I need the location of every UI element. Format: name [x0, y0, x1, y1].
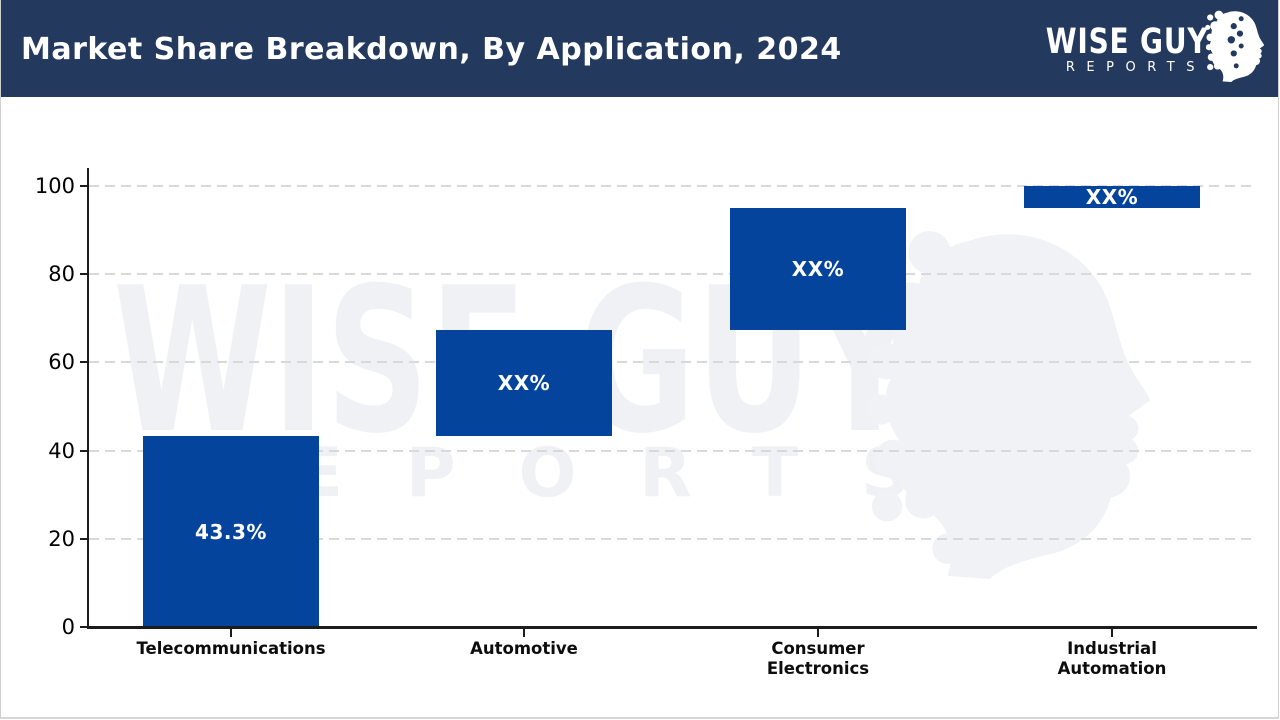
gridline — [89, 185, 1256, 187]
gridline — [89, 537, 1256, 540]
logo-subtitle: REPORTS — [1065, 60, 1206, 75]
x-axis-line — [87, 626, 1257, 629]
gridline — [89, 449, 1256, 452]
y-axis-tick-label: 80 — [48, 262, 75, 287]
y-axis-tick — [80, 626, 88, 628]
x-axis-tick — [230, 629, 232, 637]
bar-value-label: 43.3% — [195, 519, 267, 544]
gridline — [89, 273, 1256, 276]
x-axis-tick — [523, 629, 525, 637]
y-axis-tick-label: 100 — [34, 174, 75, 198]
x-axis-category-label: Consumer Electronics — [766, 639, 870, 678]
y-axis-tick — [80, 185, 88, 187]
wise-guy-logo: WISE GUY REPORTS — [1018, 0, 1268, 97]
bar-value-label: XX% — [1085, 185, 1139, 210]
gridline — [89, 361, 1256, 364]
x-axis-category-label: Telecommunications — [136, 639, 326, 658]
watermark-head-icon — [862, 231, 1151, 579]
y-axis-tick-label: 0 — [61, 615, 75, 639]
bar-value-label: XX% — [497, 370, 551, 395]
header: Market Share Breakdown, By Application, … — [1, 0, 1278, 97]
logo-wordmark: WISE GUY — [1045, 22, 1208, 62]
x-axis-category-label: Industrial Automation — [1057, 639, 1167, 678]
y-axis-line — [87, 168, 89, 628]
y-axis-tick-label: 60 — [48, 350, 75, 375]
y-axis-tick-label: 20 — [48, 526, 75, 551]
bar-segment: XX% — [1024, 185, 1200, 210]
x-axis-tick — [817, 629, 819, 637]
y-axis-tick — [80, 449, 88, 452]
chart-title: Market Share Breakdown, By Application, … — [21, 32, 842, 67]
bar-value-label: XX% — [791, 256, 845, 281]
y-axis-tick — [80, 273, 88, 276]
y-axis-tick-label: 40 — [48, 438, 75, 463]
wise-guy-head-icon — [1205, 10, 1265, 82]
y-axis-tick — [80, 537, 88, 540]
y-axis-tick — [80, 361, 88, 364]
x-axis-category-label: Automotive — [470, 639, 578, 658]
bar-segment: 43.3% — [143, 436, 319, 627]
bar-segment: XX% — [730, 208, 906, 330]
x-axis-tick — [1111, 629, 1113, 637]
bar-segment: XX% — [436, 329, 612, 437]
